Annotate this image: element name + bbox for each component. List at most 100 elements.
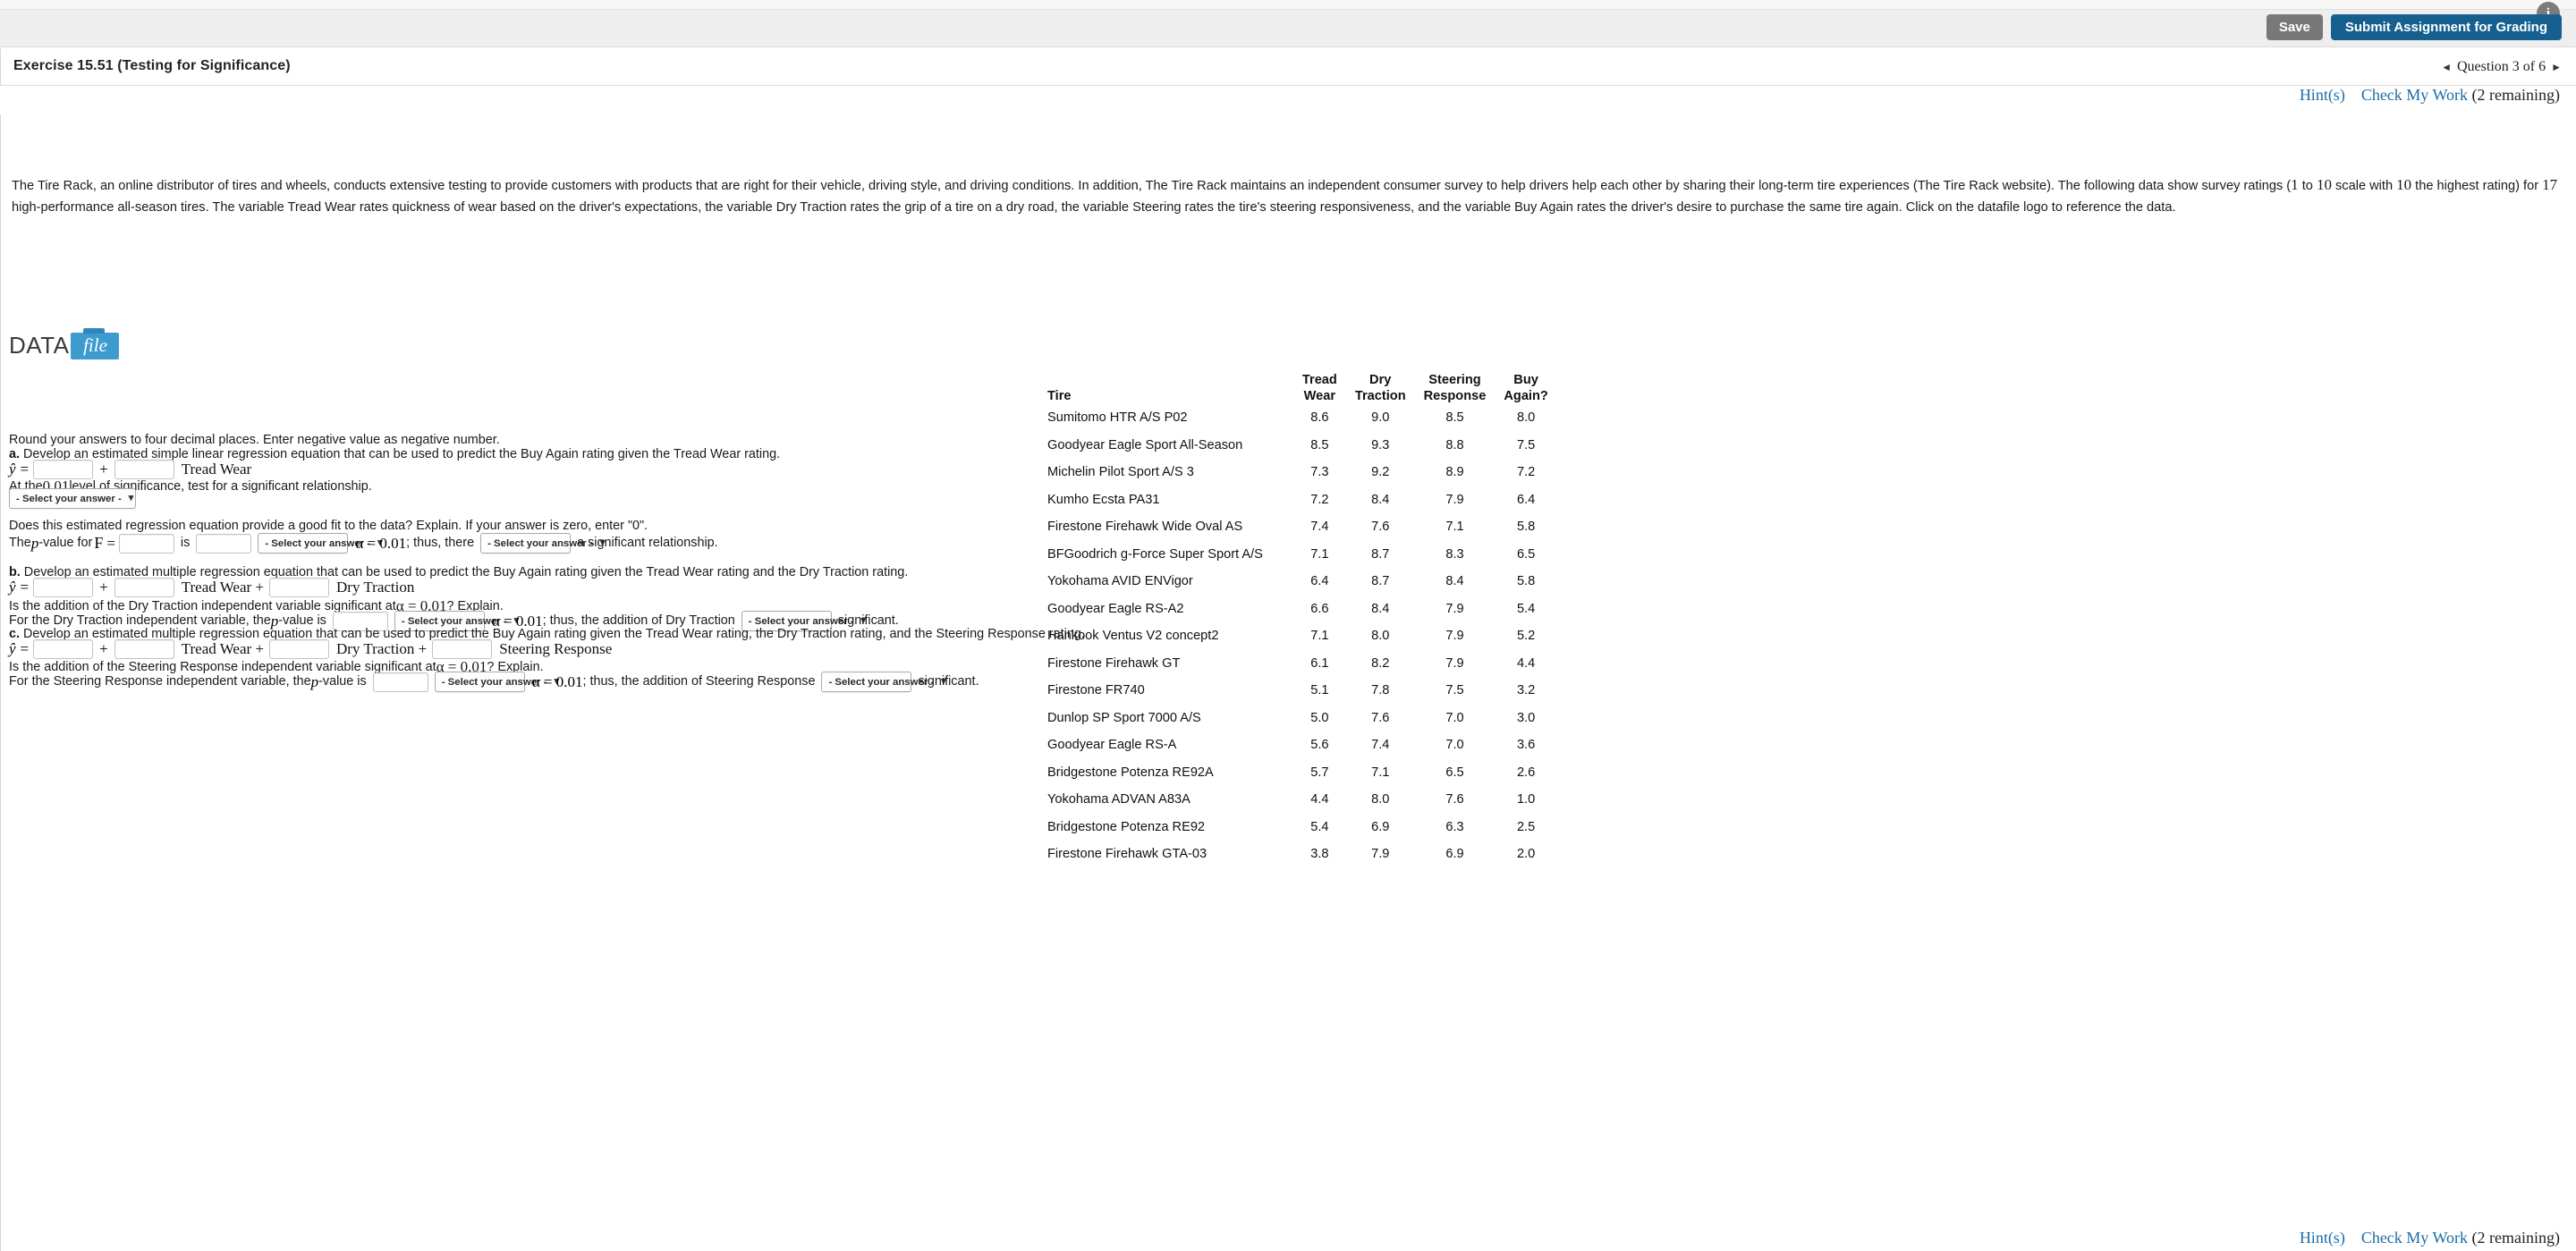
check-my-work-link-bottom[interactable]: Check My Work	[2360, 1229, 2469, 1247]
cell-dry-traction: 9.0	[1371, 410, 1390, 426]
tail-b: significant.	[837, 613, 899, 629]
cell-buy-again: 3.2	[1516, 683, 1536, 698]
cell-tread-wear: 5.4	[1310, 819, 1329, 834]
pvalue-input-a[interactable]	[118, 533, 174, 554]
table-row: Dunlop SP Sport 7000 A/S 5.0 7.6 7.0 3.0	[1047, 705, 1557, 732]
pvalue-a-p: p	[30, 534, 39, 552]
comparison-input-a[interactable]	[196, 533, 252, 554]
cell-dry-traction: 6.9	[1371, 819, 1390, 834]
pvalue-input-c[interactable]	[372, 672, 428, 692]
plus-sign-b: +	[99, 579, 108, 596]
pvalue-c-p: p	[310, 672, 319, 690]
coef2-input-b[interactable]	[269, 578, 329, 597]
cell-buy-again: 2.6	[1516, 765, 1536, 780]
pvalue-a-F: F	[94, 534, 104, 552]
hints-row-top: Hint(s) Check My Work (2 remaining)	[2300, 86, 2560, 105]
coef1-input-b[interactable]	[114, 578, 174, 597]
select-label-c2: - Select your answer -	[828, 676, 935, 688]
select-significance-a[interactable]: - Select your answer - ▾	[9, 488, 136, 509]
hints-link[interactable]: Hint(s)	[2299, 86, 2345, 104]
table-row: Hankook Ventus V2 concept2 7.1 8.0 7.9 5.2	[1047, 622, 1557, 650]
intro-num-1: 1	[2291, 176, 2299, 193]
pvalue-b-mid: -value is	[278, 613, 326, 629]
table-row: Firestone FR740 5.1 7.8 7.5 3.2	[1047, 677, 1557, 705]
check-my-work-group: Check My Work (2 remaining)	[2361, 86, 2560, 105]
table-header-row-bottom: Tire Wear Traction Response Again?	[1047, 388, 1557, 404]
intro-text-5: high-performance all-season tires. The v…	[12, 199, 2176, 215]
cell-tread-wear: 3.8	[1310, 847, 1329, 862]
cell-buy-again: 7.2	[1516, 465, 1536, 480]
content-area: The Tire Rack, an online distributor of …	[0, 114, 2576, 1251]
intercept-input-c[interactable]	[33, 639, 94, 659]
chevron-down-icon: ▾	[860, 615, 867, 626]
thus-b: ; thus, the addition of Dry Traction	[542, 613, 735, 629]
cell-buy-again: 6.4	[1516, 492, 1536, 507]
question-c-text: Develop an estimated multiple regression…	[23, 627, 1085, 641]
coef2-input-c[interactable]	[269, 639, 329, 659]
cell-steering-response: 8.4	[1445, 574, 1464, 589]
select-conclusion-c[interactable]: - Select your answer - ▾	[821, 672, 946, 692]
cell-buy-again: 6.5	[1516, 546, 1536, 562]
chevron-down-icon: ▾	[377, 537, 383, 548]
th-response: Response	[1423, 389, 1487, 403]
cell-tread-wear: 7.1	[1310, 629, 1329, 644]
hints-link-bottom[interactable]: Hint(s)	[2299, 1229, 2345, 1247]
cell-tread-wear: 7.3	[1310, 465, 1329, 480]
select-conclusion-b[interactable]: - Select your answer - ▾	[741, 611, 866, 631]
cell-steering-response: 7.0	[1445, 710, 1464, 725]
cell-steering-response: 8.9	[1445, 465, 1464, 480]
prev-question-icon[interactable]: ◄	[2441, 60, 2452, 73]
cell-dry-traction: 8.0	[1371, 792, 1390, 807]
question-a-label: a.	[9, 447, 21, 461]
select-comparison-a[interactable]: - Select your answer - ▾	[258, 533, 383, 554]
pvalue-c-pre: For the Steering Response independent va…	[9, 674, 311, 689]
intro-text-4: the highest rating) for	[2411, 179, 2543, 193]
table-row: Firestone Firehawk GT 6.1 8.2 7.9 4.4	[1047, 650, 1557, 678]
cell-dry-traction: 8.0	[1371, 629, 1390, 644]
datafile-logo[interactable]: DATA file	[9, 327, 120, 359]
cell-tread-wear: 8.5	[1310, 437, 1329, 452]
cell-tread-wear: 6.4	[1310, 574, 1329, 589]
select-comparison-c[interactable]: - Select your answer - ▾	[434, 672, 559, 692]
cell-buy-again: 5.8	[1516, 574, 1536, 589]
datafile-file-word: file	[83, 334, 107, 356]
table-row: BFGoodrich g-Force Super Sport A/S 7.1 8.7…	[1047, 541, 1557, 569]
intercept-input-b[interactable]	[33, 578, 94, 597]
select-conclusion-a[interactable]: - Select your answer - ▾	[480, 533, 605, 554]
cell-buy-again: 7.5	[1516, 437, 1536, 452]
table-row: Yokohama AVID ENVigor 6.4 8.7 8.4 5.8	[1047, 568, 1557, 596]
select-label-a1: - Select your answer -	[16, 493, 122, 504]
next-question-icon[interactable]: ►	[2551, 60, 2562, 73]
cell-dry-traction: 7.1	[1371, 765, 1390, 780]
equation-c: ŷ = + Tread Wear + Dry Traction + Steeri…	[9, 639, 612, 659]
cell-buy-again: 1.0	[1516, 792, 1536, 807]
save-button[interactable]: Save	[2266, 14, 2323, 40]
pvalue-input-b[interactable]	[332, 611, 388, 631]
slope-input-a[interactable]	[114, 460, 174, 479]
coef3-input-c[interactable]	[432, 639, 493, 659]
table-body: Sumitomo HTR A/S P02 8.6 9.0 8.5 8.0 Goodyear…	[1047, 404, 1557, 868]
cell-steering-response: 6.9	[1445, 847, 1464, 862]
question-c-label: c.	[9, 627, 21, 641]
intercept-input-a[interactable]	[33, 460, 94, 479]
yhat-symbol-b: ŷ	[9, 579, 16, 596]
cell-tire: Sumitomo HTR A/S P02	[1047, 410, 1188, 426]
cell-tire: Goodyear Eagle RS-A2	[1047, 601, 1184, 616]
fit-question-a: Does this estimated regression equation …	[9, 519, 648, 533]
toolbar: i Save Submit Assignment for Grading	[0, 2, 2576, 47]
question-a-text: Develop an estimated simple linear regre…	[23, 447, 781, 461]
cell-tread-wear: 6.1	[1310, 655, 1329, 671]
check-my-work-group-bottom: Check My Work (2 remaining)	[2361, 1229, 2560, 1247]
check-my-work-link[interactable]: Check My Work	[2360, 86, 2469, 104]
th-traction: Traction	[1354, 389, 1406, 403]
sig-q-b-alpha: α = 0.01	[395, 597, 447, 614]
hints-row-bottom: Hint(s) Check My Work (2 remaining)	[2300, 1229, 2560, 1247]
coef1-input-c[interactable]	[114, 639, 174, 659]
select-comparison-b[interactable]: - Select your answer - ▾	[394, 611, 519, 631]
table-row: Kumho Ecsta PA31 7.2 8.4 7.9 6.4	[1047, 486, 1557, 514]
intro-paragraph: The Tire Rack, an online distributor of …	[12, 173, 2566, 218]
select-label-b2: - Select your answer -	[748, 615, 854, 627]
th-top-blank	[1047, 372, 1293, 388]
submit-assignment-button[interactable]: Submit Assignment for Grading	[2330, 14, 2562, 40]
question-a-prompt: a. Develop an estimated simple linear re…	[9, 446, 780, 463]
